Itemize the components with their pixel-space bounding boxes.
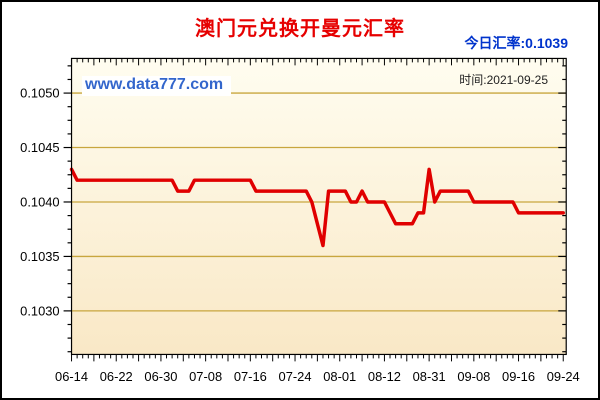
today-rate: 今日汇率:0.1039	[465, 33, 569, 53]
page-title: 澳门元兑换开曼元汇率	[195, 18, 405, 40]
svg-text:09-24: 09-24	[547, 369, 580, 384]
axis-ticks	[63, 58, 567, 362]
svg-text:0.1050: 0.1050	[20, 86, 59, 101]
plot-border	[70, 57, 567, 356]
today-rate-label: 今日汇率:	[464, 35, 526, 51]
svg-text:0.1030: 0.1030	[20, 303, 59, 318]
svg-text:08-01: 08-01	[323, 369, 356, 384]
x-axis-labels: 06-14 06-22 06-30 07-08 07-16 07-24 08-01 08-12…	[55, 369, 580, 384]
svg-text:07-16: 07-16	[234, 369, 267, 384]
svg-text:07-24: 07-24	[279, 369, 312, 384]
svg-text:06-14: 06-14	[55, 369, 88, 384]
svg-text:06-22: 06-22	[100, 369, 133, 384]
svg-text:07-08: 07-08	[189, 369, 222, 384]
svg-text:0.1040: 0.1040	[20, 194, 59, 209]
plot-area-background	[71, 58, 567, 355]
svg-text:08-31: 08-31	[413, 369, 446, 384]
watermark: www.data777.com	[82, 76, 232, 96]
price-line	[69, 167, 565, 248]
svg-text:06-30: 06-30	[144, 369, 177, 384]
svg-text:0.1045: 0.1045	[20, 140, 59, 155]
svg-text:0.1035: 0.1035	[20, 249, 59, 264]
time-label: 时间:2021-09-25	[459, 73, 548, 87]
svg-text:09-16: 09-16	[502, 369, 535, 384]
y-axis-labels: 0.1050 0.1045 0.1040 0.1035 0.1030	[20, 86, 59, 319]
svg-text:08-12: 08-12	[368, 369, 401, 384]
today-rate-value: 0.1039	[525, 35, 568, 51]
svg-text:09-08: 09-08	[457, 369, 490, 384]
